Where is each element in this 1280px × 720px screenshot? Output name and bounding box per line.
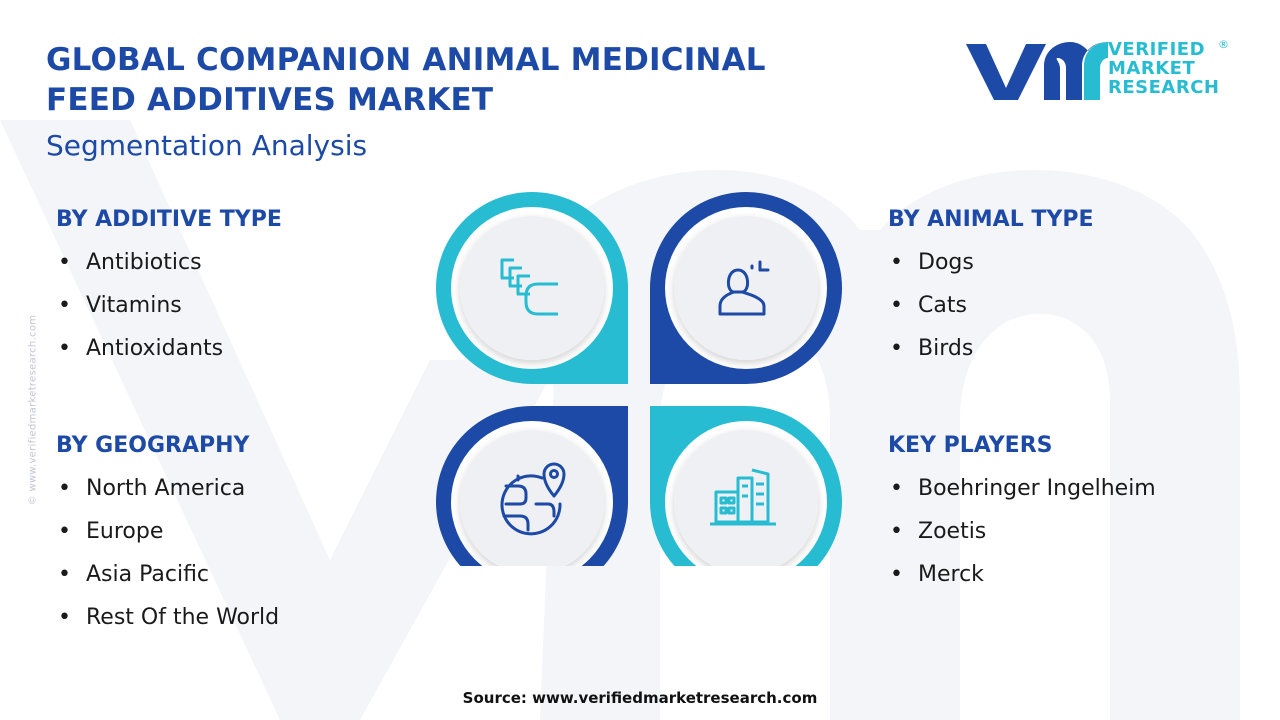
list-item: Zoetis <box>888 518 1156 546</box>
list-item: North America <box>56 475 279 503</box>
segment-hub <box>436 192 842 566</box>
capsules-icon <box>500 258 558 316</box>
segment-list: Dogs Cats Birds <box>888 249 1093 363</box>
segment-heading: KEY PLAYERS <box>888 433 1053 458</box>
logo-wordmark: VERIFIED MARKET RESEARCH <box>1108 40 1219 97</box>
list-item: Dogs <box>888 249 1093 277</box>
logo-line-1: VERIFIED <box>1108 39 1206 60</box>
logo-line-3: RESEARCH <box>1108 77 1220 98</box>
segment-list: Antibiotics Vitamins Antioxidants <box>56 249 282 363</box>
list-item: Antibiotics <box>56 249 282 277</box>
buildings-icon <box>710 468 776 526</box>
petal-geography <box>436 406 628 566</box>
list-item: Vitamins <box>56 292 282 320</box>
page-subtitle: Segmentation Analysis <box>46 129 368 162</box>
list-item: Birds <box>888 335 1093 363</box>
vmr-logo-icon <box>966 42 1108 100</box>
petal-key-players <box>650 406 842 566</box>
source-credit: Source: www.verifiedmarketresearch.com <box>462 689 818 707</box>
title-line-2: FEED ADDITIVES MARKET <box>46 82 494 118</box>
title-line-1: GLOBAL COMPANION ANIMAL MEDICINAL <box>46 42 766 78</box>
segment-list: North America Europe Asia Pacific Rest O… <box>56 475 279 632</box>
list-item: Merck <box>888 561 1156 589</box>
list-item: Europe <box>56 518 279 546</box>
segment-animal-type: BY ANIMAL TYPE Dogs Cats Birds <box>888 206 1093 378</box>
list-item: Boehringer Ingelheim <box>888 475 1156 503</box>
side-copyright: © www.verifiedmarketresearch.com <box>27 314 39 506</box>
registered-mark: ® <box>1218 38 1229 51</box>
segment-heading: BY ADDITIVE TYPE <box>56 207 282 232</box>
logo-line-2: MARKET <box>1108 58 1196 79</box>
petal-additive-type <box>436 192 628 384</box>
list-item: Cats <box>888 292 1093 320</box>
list-item: Rest Of the World <box>56 604 279 632</box>
segment-list: Boehringer Ingelheim Zoetis Merck <box>888 475 1156 589</box>
list-item: Asia Pacific <box>56 561 279 589</box>
segment-additive-type: BY ADDITIVE TYPE Antibiotics Vitamins An… <box>56 206 282 378</box>
list-item: Antioxidants <box>56 335 282 363</box>
segment-heading: BY ANIMAL TYPE <box>888 207 1094 232</box>
petal-animal-type <box>650 192 842 384</box>
page-title: GLOBAL COMPANION ANIMAL MEDICINAL FEED A… <box>46 40 766 120</box>
segment-geography: BY GEOGRAPHY North America Europe Asia P… <box>56 432 279 647</box>
segment-key-players: KEY PLAYERS Boehringer Ingelheim Zoetis … <box>888 432 1156 604</box>
segment-heading: BY GEOGRAPHY <box>56 433 250 458</box>
globe-pin-icon <box>500 462 566 536</box>
user-icon <box>718 260 770 316</box>
